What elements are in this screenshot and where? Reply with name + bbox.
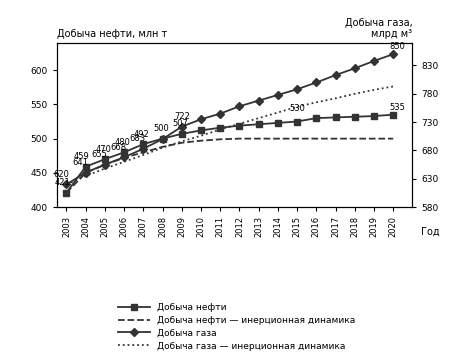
Добыча нефти — инерционная динамика — [121, 156, 127, 160]
Добыча нефти — [275, 121, 281, 125]
Добыча нефти — инерционная динамика — [294, 136, 300, 141]
Text: Добыча газа,
млрд м³: Добыча газа, млрд м³ — [345, 17, 412, 39]
Добыча газа — [179, 125, 185, 129]
Добыча нефти — инерционная динамика — [371, 136, 377, 141]
Добыча газа — инерционная динамика — [140, 153, 146, 157]
Добыча нефти — [83, 165, 89, 169]
Добыча нефти — [64, 191, 69, 195]
Добыча нефти — [371, 114, 377, 118]
Добыча нефти — инерционная динамика — [179, 141, 185, 145]
Добыча нефти — инерционная динамика — [83, 171, 89, 175]
Добыча нефти — инерционная динамика — [313, 136, 319, 141]
Добыча нефти — инерционная динамика — [198, 139, 204, 143]
Добыча газа — инерционная динамика — [371, 88, 377, 92]
Text: 459: 459 — [73, 152, 90, 161]
Добыча нефти — инерционная динамика — [390, 136, 396, 141]
Добыча газа — [121, 155, 127, 159]
Добыча газа — [333, 73, 338, 77]
Text: Год: Год — [421, 226, 439, 236]
Text: 641: 641 — [72, 158, 88, 167]
Line: Добыча газа: Добыча газа — [64, 51, 396, 187]
Добыча газа — [352, 66, 357, 70]
Text: 530: 530 — [289, 104, 305, 112]
Line: Добыча газа — инерционная динамика: Добыча газа — инерционная динамика — [66, 86, 393, 185]
Text: 421: 421 — [55, 178, 70, 187]
Добыча нефти — инерционная динамика — [352, 136, 357, 141]
Добыча нефти — инерционная динамика — [160, 145, 165, 149]
Добыча газа — [256, 99, 262, 103]
Добыча газа — [218, 111, 223, 116]
Добыча газа — инерционная динамика — [313, 100, 319, 105]
Добыча газа — [83, 170, 89, 175]
Добыча газа — [160, 137, 165, 141]
Добыча газа — [294, 87, 300, 91]
Добыча нефти — [218, 126, 223, 130]
Text: 668: 668 — [110, 143, 127, 152]
Добыча нефти — инерционная динамика — [64, 191, 69, 195]
Text: 620: 620 — [53, 170, 69, 179]
Добыча газа — [198, 117, 204, 121]
Добыча нефти — инерционная динамика — [256, 136, 262, 141]
Line: Добыча нефти — инерционная динамика: Добыча нефти — инерционная динамика — [66, 139, 393, 193]
Добыча газа — инерционная динамика — [390, 84, 396, 89]
Добыча нефти — [179, 132, 185, 136]
Добыча газа — инерционная динамика — [352, 92, 357, 96]
Text: 722: 722 — [174, 112, 190, 121]
Добыча газа — инерционная динамика — [256, 116, 262, 120]
Добыча газа — [102, 162, 108, 167]
Добыча нефти — инерционная динамика — [237, 136, 242, 141]
Text: 535: 535 — [390, 103, 405, 112]
Text: 850: 850 — [390, 42, 405, 51]
Добыча газа — [237, 104, 242, 109]
Legend: Добыча нефти, Добыча нефти — инерционная динамика, Добыча газа, Добыча газа — ин: Добыча нефти, Добыча нефти — инерционная… — [117, 302, 357, 352]
Добыча нефти — [333, 115, 338, 120]
Добыча нефти — инерционная динамика — [102, 162, 108, 167]
Line: Добыча нефти: Добыча нефти — [63, 111, 397, 196]
Добыча газа — [275, 93, 281, 97]
Добыча нефти — инерционная динамика — [333, 136, 338, 141]
Добыча нефти — [256, 122, 262, 126]
Добыча газа — [140, 147, 146, 151]
Добыча газа — инерционная динамика — [333, 96, 338, 100]
Добыча газа — [371, 59, 377, 63]
Добыча нефти — инерционная динамика — [218, 137, 223, 141]
Text: 683: 683 — [130, 134, 146, 143]
Добыча нефти — [160, 136, 165, 141]
Добыча газа — инерционная динамика — [102, 166, 108, 171]
Добыча нефти — [390, 112, 396, 117]
Text: 480: 480 — [115, 138, 131, 147]
Добыча газа — инерционная динамика — [237, 122, 242, 126]
Добыча нефти — [121, 150, 127, 155]
Добыча газа — [390, 52, 396, 56]
Добыча газа — инерционная динамика — [83, 174, 89, 178]
Добыча газа — инерционная динамика — [198, 134, 204, 138]
Text: 492: 492 — [134, 130, 150, 139]
Добыча нефти — инерционная динамика — [140, 150, 146, 155]
Добыча нефти — [352, 115, 357, 119]
Добыча газа — инерционная динамика — [275, 110, 281, 115]
Добыча газа — инерционная динамика — [64, 182, 69, 187]
Добыча газа — инерционная динамика — [294, 105, 300, 109]
Добыча газа — [313, 80, 319, 85]
Добыча газа — инерционная динамика — [121, 160, 127, 164]
Добыча нефти — [102, 157, 108, 161]
Text: 470: 470 — [96, 145, 111, 154]
Добыча нефти — [198, 128, 204, 132]
Добыча газа — инерционная динамика — [160, 145, 165, 150]
Добыча нефти — [140, 142, 146, 146]
Text: 500: 500 — [153, 124, 169, 133]
Добыча нефти — [313, 116, 319, 120]
Добыча нефти — [294, 119, 300, 124]
Text: Добыча нефти, млн т: Добыча нефти, млн т — [57, 29, 167, 39]
Text: 507: 507 — [173, 119, 188, 128]
Text: 655: 655 — [91, 150, 107, 159]
Добыча газа — инерционная динамика — [179, 139, 185, 144]
Добыча нефти — инерционная динамика — [275, 136, 281, 141]
Добыча газа — инерционная динамика — [218, 127, 223, 132]
Добыча нефти — [237, 124, 242, 128]
Добыча газа — [64, 182, 69, 187]
